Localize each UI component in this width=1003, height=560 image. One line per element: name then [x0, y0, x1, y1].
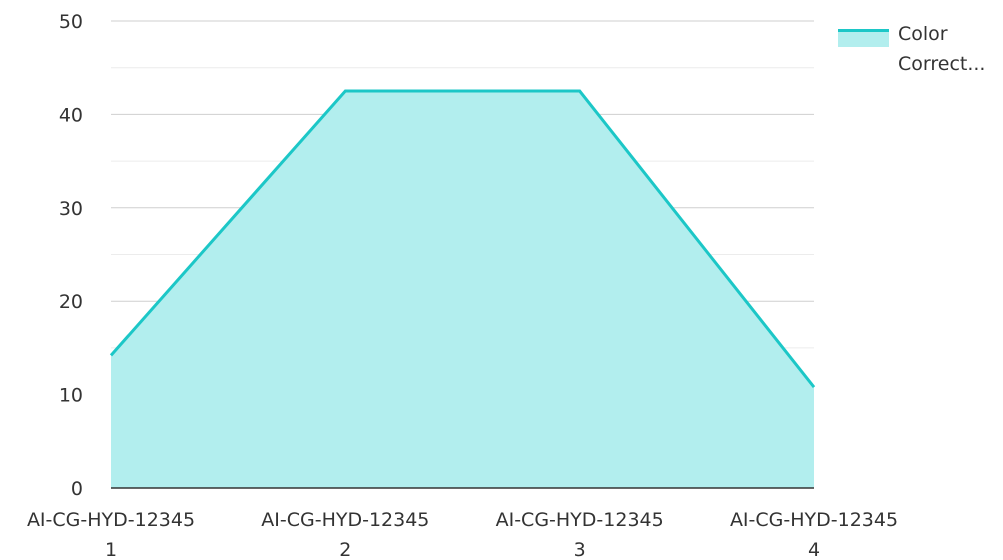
- y-tick-label: 40: [59, 104, 83, 126]
- series-area-fill: [111, 91, 814, 489]
- legend-swatch: [838, 30, 889, 47]
- x-tick-label: 3: [574, 539, 586, 560]
- x-tick-label: AI-CG-HYD-12345: [730, 509, 898, 531]
- legend: Color Correct...: [838, 23, 985, 75]
- x-tick-label: AI-CG-HYD-12345: [27, 509, 195, 531]
- x-tick-label: 4: [808, 539, 820, 560]
- series-line: [109, 89, 816, 389]
- x-tick-label: AI-CG-HYD-12345: [496, 509, 664, 531]
- y-tick-label: 50: [59, 11, 83, 33]
- x-tick-label: 2: [339, 539, 351, 560]
- y-tick-label: 0: [71, 478, 83, 500]
- y-axis-tick-labels: 0 10 20 30 40 50: [59, 11, 83, 500]
- y-tick-label: 10: [59, 385, 83, 407]
- legend-label: Correct...: [898, 53, 985, 75]
- x-tick-label: 1: [105, 539, 117, 560]
- x-axis-tick-labels: AI-CG-HYD-12345 1 AI-CG-HYD-12345 2 AI-CG-HY…: [27, 509, 898, 560]
- legend-label: Color: [898, 23, 948, 45]
- x-tick-label: AI-CG-HYD-12345: [261, 509, 429, 531]
- y-tick-label: 20: [59, 291, 83, 313]
- y-tick-label: 30: [59, 198, 83, 220]
- series-area: [109, 89, 816, 489]
